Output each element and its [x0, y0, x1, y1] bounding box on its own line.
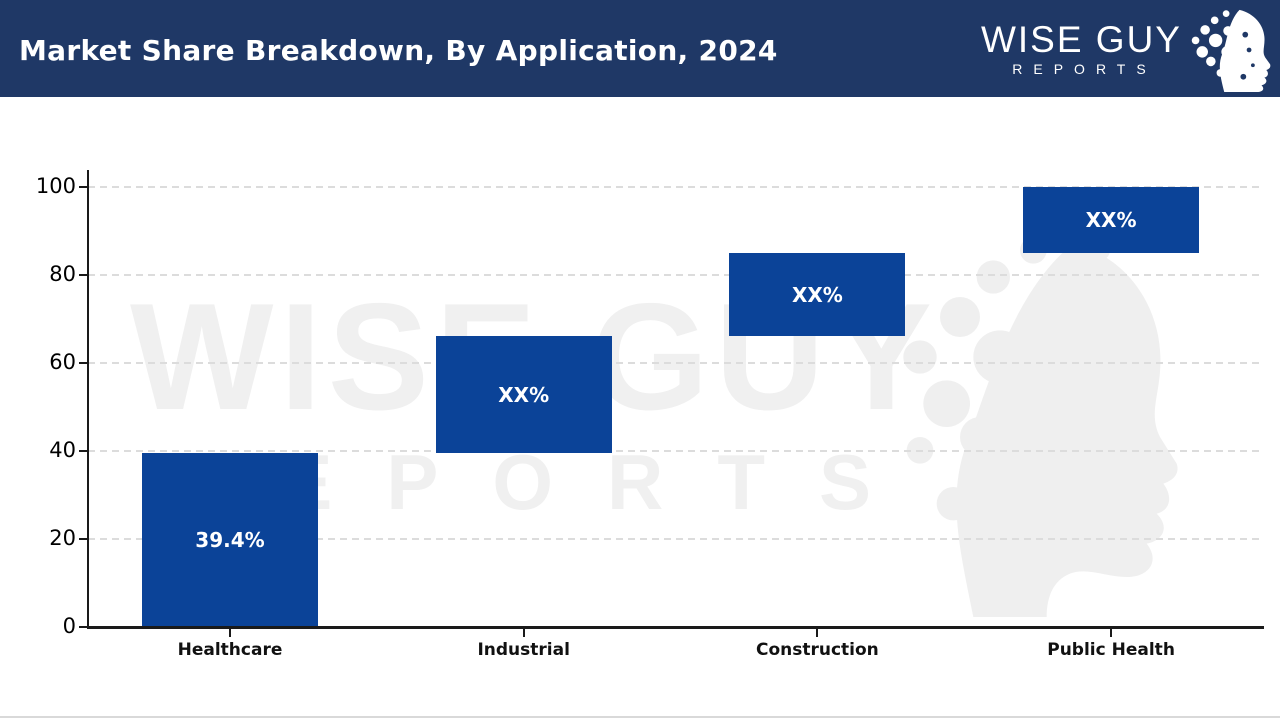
x-tick-1	[522, 628, 525, 637]
x-category-label-3: Public Health	[1047, 639, 1175, 660]
bar-construction: XX%	[729, 253, 906, 337]
gridline-60	[88, 361, 1264, 364]
y-axis-line	[87, 170, 89, 629]
y-tick-label-60: 60	[49, 349, 76, 374]
y-tick-label-0: 0	[62, 613, 76, 638]
bar-value-label: XX%	[1085, 207, 1137, 232]
footer-rule	[0, 716, 1280, 718]
bar-value-label: XX%	[791, 282, 843, 307]
bar-value-label: 39.4%	[195, 527, 265, 552]
x-category-label-2: Construction	[755, 639, 879, 660]
gridline-20	[88, 537, 1264, 540]
y-tick-label-20: 20	[49, 525, 76, 550]
x-category-label-0: Healthcare	[177, 639, 283, 660]
brand-logo: WISE GUY REPORTS	[981, 6, 1272, 92]
y-tick-40	[79, 449, 88, 452]
y-tick-label-40: 40	[49, 437, 76, 462]
x-tick-0	[229, 628, 231, 637]
brand-logo-reports: REPORTS	[1012, 61, 1157, 77]
y-tick-0	[79, 625, 88, 628]
brand-logo-text: WISE GUY REPORTS	[980, 19, 1182, 78]
x-tick-3	[1110, 628, 1113, 637]
y-tick-label-100: 100	[35, 173, 76, 198]
x-category-label-1: Industrial	[477, 639, 570, 660]
gridline-40	[88, 449, 1264, 452]
x-axis-line	[87, 625, 1264, 629]
y-tick-100	[79, 185, 88, 188]
brand-logo-wiseguy: WISE GUY	[980, 19, 1182, 60]
gridline-100	[88, 185, 1264, 188]
bar-public-health: XX%	[1023, 186, 1200, 254]
y-tick-80	[79, 273, 88, 276]
header-bar: Market Share Breakdown, By Application, …	[0, 0, 1280, 97]
y-tick-20	[79, 537, 88, 540]
brand-head-dots-icon	[1191, 9, 1271, 92]
gridline-80	[88, 273, 1264, 276]
bar-healthcare: 39.4%	[142, 453, 318, 627]
bar-value-label: XX%	[498, 382, 550, 407]
chart-title: Market Share Breakdown, By Application, …	[19, 34, 778, 67]
y-tick-60	[79, 361, 88, 364]
y-tick-label-80: 80	[49, 261, 76, 286]
bar-industrial: XX%	[435, 336, 612, 454]
x-tick-2	[816, 628, 819, 637]
